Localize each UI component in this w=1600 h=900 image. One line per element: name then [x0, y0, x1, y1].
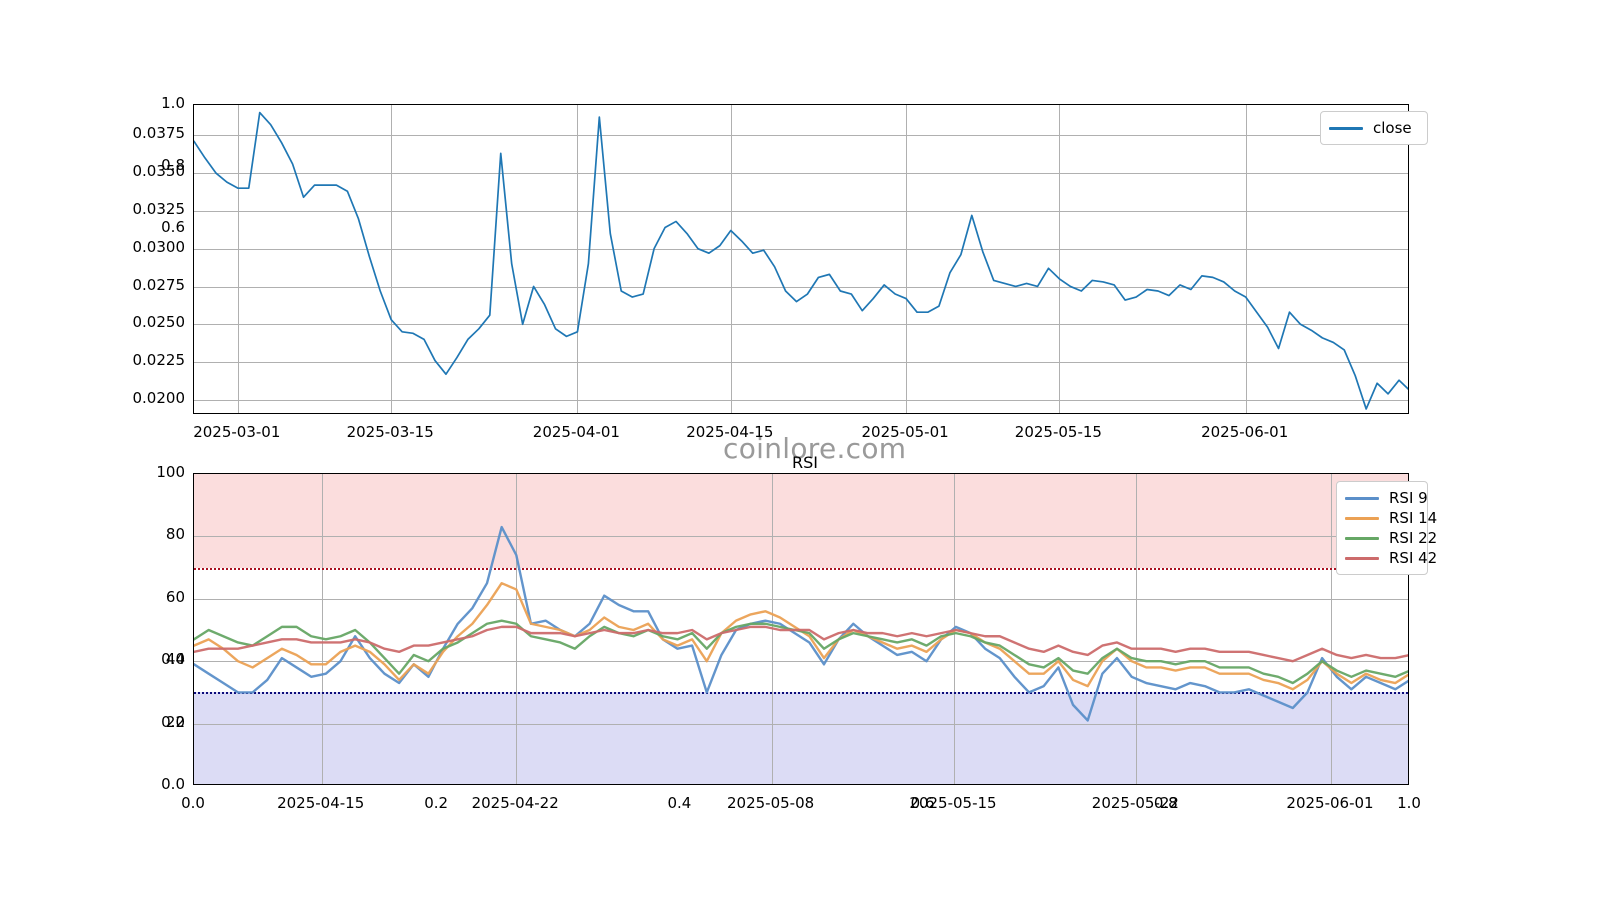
price-ytick-label: 0.0225 — [132, 351, 186, 370]
price-ytick-label: 0.0325 — [132, 199, 186, 218]
price-gridline-v-1 — [391, 105, 393, 413]
rsi-xtick-label: 2025-04-15 — [277, 794, 365, 812]
price-xtick-label: 2025-04-01 — [532, 423, 620, 441]
price-gridline-v-4 — [906, 105, 908, 413]
rsi-xtick-label: 2025-04-22 — [471, 794, 559, 812]
rsi-oversold-line — [194, 692, 1408, 695]
price-gridline-h-1 — [194, 362, 1408, 364]
rsi-ytick-label: 100 — [156, 463, 185, 481]
rsi-xtick-overlap-label: 0.8 — [1153, 794, 1178, 812]
price-gridline-v-6 — [1245, 105, 1247, 413]
price-gridline-h-0 — [194, 399, 1408, 401]
legend-label: RSI 9 — [1389, 489, 1428, 507]
legend-label: close — [1373, 119, 1412, 137]
watermark: coinlore.com — [723, 432, 907, 465]
price-xtick-label: 2025-05-01 — [861, 423, 949, 441]
price-xtick-label: 2025-04-15 — [686, 423, 774, 441]
legend-swatch-icon — [1329, 126, 1363, 130]
rsi-gridline-h-3 — [194, 536, 1408, 538]
rsi-gridline-v-4 — [1136, 474, 1138, 784]
rsi-title: RSI — [792, 453, 818, 472]
rsi-xtick-overlap-label: 1.0 — [1397, 794, 1421, 812]
price-gridline-h-4 — [194, 248, 1408, 250]
price-ytick-overlap-label: 0.6 — [161, 218, 185, 236]
price-ytick-label: 0.0250 — [132, 313, 186, 332]
rsi-gridline-h-0 — [194, 723, 1408, 725]
legend-item[interactable]: RSI 9 — [1345, 488, 1428, 508]
rsi-xtick-label: 2025-05-15 — [909, 794, 997, 812]
price-chart-panel — [193, 104, 1409, 414]
price-line-series — [194, 111, 1408, 410]
rsi-overbought-band — [194, 474, 1408, 568]
price-xtick-label: 2025-03-01 — [193, 423, 281, 441]
legend-item[interactable]: close — [1329, 118, 1419, 138]
rsi-line-series — [194, 525, 1408, 722]
legend-swatch-icon — [1345, 556, 1379, 560]
price-gridline-v-3 — [730, 105, 732, 413]
price-gridline-h-7 — [194, 135, 1408, 137]
rsi-xtick-label: 2025-05-22 — [1091, 794, 1179, 812]
price-xtick-label: 2025-05-15 — [1014, 423, 1102, 441]
rsi-chart-panel — [193, 473, 1409, 785]
price-gridline-v-5 — [1059, 105, 1061, 413]
price-gridline-h-5 — [194, 210, 1408, 212]
legend-swatch-icon — [1345, 536, 1379, 540]
legend-label: RSI 42 — [1389, 549, 1438, 567]
price-ytick-label: 0.0350 — [132, 162, 186, 180]
rsi-gridline-h-2 — [194, 598, 1408, 600]
rsi-gridline-v-1 — [516, 474, 518, 784]
price-ytick-overlap-label: 1.0 — [161, 94, 185, 112]
rsi-ytick-overlap-label: 0.4 — [161, 650, 185, 669]
price-xtick-label: 2025-06-01 — [1201, 423, 1289, 441]
legend-swatch-icon — [1345, 496, 1379, 500]
price-gridline-h-2 — [194, 324, 1408, 326]
rsi-xtick-overlap-label: 0.4 — [667, 794, 692, 812]
price-ytick-label: 0.0300 — [132, 237, 186, 256]
rsi-gridline-v-5 — [1331, 474, 1332, 784]
legend-item[interactable]: RSI 42 — [1345, 548, 1437, 568]
price-xtick-label: 2025-03-15 — [346, 423, 434, 441]
legend-swatch-icon — [1345, 516, 1379, 520]
rsi-oversold-band — [194, 692, 1408, 784]
rsi-ytick-label: 60 — [165, 587, 185, 606]
rsi-ytick-overlap-label: 0.0 — [161, 775, 185, 793]
rsi-xtick-label: 2025-05-08 — [727, 794, 815, 812]
rsi-ytick-label: 40 — [165, 650, 185, 669]
rsi-ytick-label: 80 — [165, 525, 185, 544]
legend-label: RSI 22 — [1389, 529, 1438, 547]
rsi-xtick-label: 2025-06-01 — [1286, 794, 1374, 812]
rsi-ytick-overlap-label: 0.2 — [161, 712, 185, 731]
price-gridline-h-6 — [194, 173, 1408, 174]
price-ytick-overlap-label: 0.8 — [161, 156, 185, 174]
legend-item[interactable]: RSI 22 — [1345, 528, 1437, 548]
rsi-overbought-line — [194, 567, 1408, 570]
legend-label: RSI 14 — [1389, 509, 1438, 527]
price-gridline-v-2 — [577, 105, 579, 413]
price-gridline-h-3 — [194, 286, 1408, 288]
price-legend[interactable]: close — [1320, 111, 1428, 145]
rsi-gridline-v-0 — [321, 474, 323, 784]
rsi-ytick-label: 20 — [165, 712, 185, 731]
price-gridline-v-0 — [237, 105, 239, 413]
rsi-xtick-overlap-label: 0.6 — [910, 794, 935, 812]
rsi-legend[interactable]: RSI 9 RSI 14 RSI 22 RSI 42 — [1336, 481, 1437, 575]
price-ytick-label: 0.0200 — [132, 388, 186, 407]
price-ytick-label: 0.0375 — [132, 124, 186, 143]
rsi-xtick-overlap-label: 0.2 — [424, 794, 449, 812]
legend-item[interactable]: RSI 14 — [1345, 508, 1437, 528]
rsi-gridline-h-1 — [194, 661, 1408, 663]
rsi-xtick-overlap-label: 0.0 — [181, 794, 205, 812]
price-ytick-label: 0.0275 — [132, 275, 186, 294]
